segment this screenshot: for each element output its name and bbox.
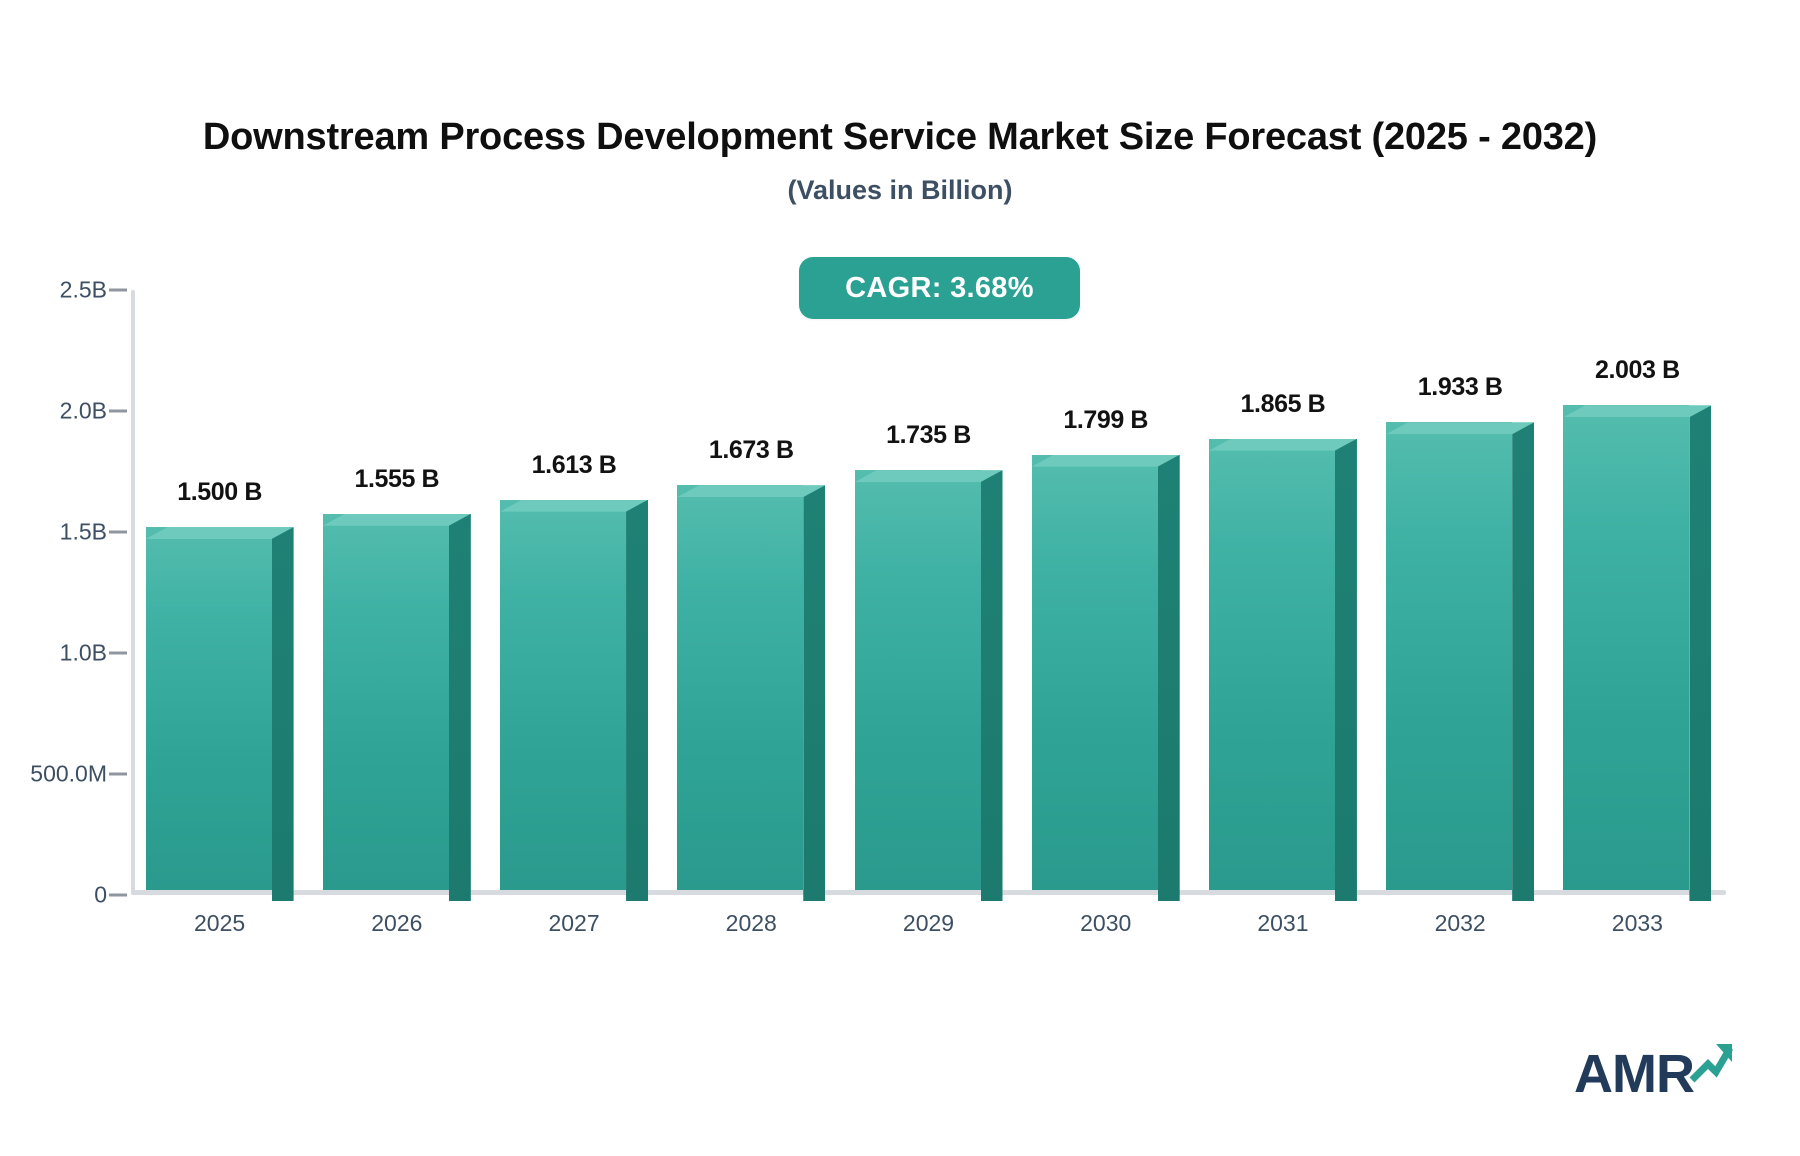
y-axis-tick-label: 500.0M (30, 760, 107, 787)
bar-side-face (448, 513, 471, 901)
bar-value-label: 1.799 B (1063, 405, 1149, 434)
bar-2032[interactable] (1386, 422, 1535, 901)
cagr-badge-label: CAGR: 3.68% (845, 271, 1034, 304)
bar-value-label: 1.735 B (886, 421, 971, 450)
bar-2030[interactable] (1031, 454, 1180, 901)
x-axis-label-2030: 2030 (1080, 910, 1132, 936)
bar-front-face (677, 485, 804, 890)
bar-top-face (1208, 438, 1357, 451)
bar-side-face (1157, 454, 1180, 901)
bar-value-label: 1.865 B (1240, 389, 1326, 418)
bar-side-face (626, 499, 649, 901)
y-axis-tick-mark (109, 651, 127, 655)
y-axis-line (131, 290, 135, 895)
bar-top-face (1386, 422, 1535, 435)
y-axis-tick-mark (109, 530, 127, 534)
bar-top-face (500, 499, 649, 512)
y-axis-tick-label: 1.0B (59, 639, 107, 666)
bar-front-face (500, 499, 627, 890)
bar-series: 1.500 B 1.555 B 1.613 B 1.673 B 1.735 B 1.799… (131, 290, 1726, 901)
bar-value-label: 1.673 B (708, 436, 794, 465)
x-axis-label-2027: 2027 (548, 910, 600, 936)
bar-2025[interactable] (145, 527, 294, 901)
y-axis-tick-label: 2.0B (59, 397, 107, 424)
bar-top-face (854, 470, 1003, 483)
y-axis-tick-mark (109, 409, 127, 413)
y-axis-tick-mark (109, 288, 127, 292)
bar-front-face (1208, 438, 1335, 890)
bar-side-face (1512, 422, 1535, 901)
bar-2026[interactable] (322, 513, 471, 901)
bar-value-label: 1.500 B (177, 478, 262, 506)
bar-top-face (1563, 405, 1712, 418)
bar-front-face (322, 513, 449, 890)
bar-value-label: 1.555 B (354, 464, 440, 493)
bar-front-face (1031, 454, 1158, 890)
bar-value-label: 1.933 B (1417, 373, 1503, 402)
bar-side-face (803, 485, 826, 901)
plot-area: 0 500.0M 1.0B 1.5B 2.0B 2.5B 1.500 B 1.555 B 1.… (30, 277, 1726, 908)
x-axis-label-2028: 2028 (725, 910, 777, 936)
bar-top-face (1031, 454, 1180, 467)
amr-logo: AMR (1574, 1040, 1734, 1101)
bar-front-face (1386, 422, 1513, 890)
bar-value-label: 2.003 B (1594, 356, 1680, 385)
x-axis-label-2032: 2032 (1434, 910, 1486, 936)
bar-side-face (1334, 438, 1357, 901)
amr-logo-text: AMR (1574, 1044, 1695, 1104)
x-axis-label-2026: 2026 (371, 910, 423, 936)
bar-value-label: 1.613 B (531, 450, 617, 479)
bar-2027[interactable] (500, 499, 649, 901)
x-axis-label-2033: 2033 (1611, 910, 1663, 936)
bar-2031[interactable] (1208, 438, 1357, 901)
bar-top-face (145, 527, 294, 539)
y-axis-tick-mark (109, 772, 127, 776)
bar-top-face (677, 485, 826, 498)
bar-2033[interactable] (1563, 405, 1712, 901)
y-axis-tick-label: 0 (94, 881, 107, 908)
x-axis-label-2025: 2025 (194, 910, 246, 936)
x-axis-line (131, 890, 1726, 895)
growth-arrow-icon (1688, 1040, 1734, 1091)
bar-side-face (980, 470, 1003, 901)
y-axis-tick-label: 2.5B (59, 276, 107, 303)
bar-2029[interactable] (854, 470, 1003, 901)
y-axis-tick-label: 1.5B (59, 518, 107, 545)
bar-front-face (854, 470, 981, 890)
bar-front-face (1563, 405, 1690, 890)
x-axis-label-2031: 2031 (1257, 910, 1309, 936)
x-axis-label-2029: 2029 (902, 910, 955, 936)
chart-title: Downstream Process Development Service M… (202, 116, 1598, 158)
chart-subtitle: (Values in Billion) (787, 175, 1013, 205)
bar-side-face (271, 527, 294, 901)
bar-top-face (322, 513, 471, 526)
bar-front-face (145, 527, 272, 890)
y-axis-tick-mark (109, 893, 127, 897)
bar-2028[interactable] (677, 485, 826, 901)
bar-side-face (1689, 405, 1712, 901)
cagr-badge: CAGR: 3.68% (799, 257, 1080, 319)
